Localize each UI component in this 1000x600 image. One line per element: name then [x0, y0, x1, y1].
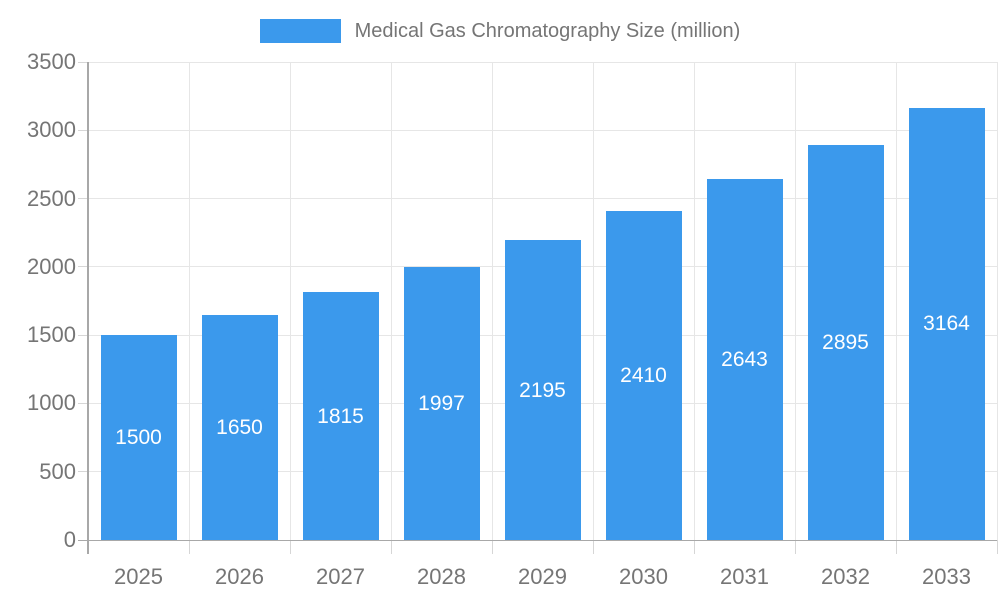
- x-tick-label: 2027: [316, 564, 365, 589]
- bar-value-label: 2195: [519, 378, 566, 402]
- x-axis-tick: [491, 540, 493, 554]
- x-tick-label: 2030: [619, 564, 668, 589]
- y-tick-label: 3500: [27, 49, 76, 74]
- h-gridline: [88, 129, 997, 131]
- v-gridline: [895, 62, 897, 540]
- v-gridline: [188, 62, 190, 540]
- y-axis-tick: [78, 266, 88, 268]
- bar-value-label: 2410: [620, 363, 667, 387]
- x-tick-label: 2033: [922, 564, 971, 589]
- y-axis-tick: [78, 402, 88, 404]
- y-axis-tick: [78, 471, 88, 473]
- bar-value-label: 1500: [115, 426, 162, 450]
- y-axis-tick: [78, 334, 88, 336]
- bar: 3164: [908, 107, 985, 540]
- y-tick-label: 3000: [27, 117, 76, 143]
- x-axis-tick: [895, 540, 897, 554]
- y-axis-tick: [78, 129, 88, 131]
- v-gridline: [794, 62, 796, 540]
- x-axis-tick: [390, 540, 392, 554]
- y-tick-label: 2000: [27, 253, 76, 279]
- bar: 1815: [302, 292, 379, 540]
- y-axis-tick: [78, 61, 88, 63]
- x-axis-tick: [592, 540, 594, 554]
- legend-swatch: [259, 19, 341, 43]
- v-gridline: [390, 62, 392, 540]
- v-gridline: [289, 62, 291, 540]
- legend-label: Medical Gas Chromatography Size (million…: [354, 19, 741, 42]
- h-gridline: [88, 198, 997, 200]
- x-axis-tick: [693, 540, 695, 554]
- x-tick-label: 2026: [215, 564, 264, 589]
- x-axis-line: [78, 539, 997, 541]
- y-tick-label: 1000: [27, 390, 76, 416]
- bar: 2410: [605, 210, 682, 540]
- v-gridline: [693, 62, 695, 540]
- y-tick-label: 1500: [27, 322, 76, 348]
- h-gridline: [88, 61, 997, 63]
- bar: 1500: [100, 335, 177, 540]
- bar-value-label: 1997: [418, 392, 465, 416]
- v-gridline: [996, 62, 998, 540]
- bar-value-label: 2643: [721, 348, 768, 371]
- bar: 2195: [504, 240, 581, 540]
- bar-value-label: 1815: [317, 404, 364, 428]
- bar-value-label: 2895: [822, 330, 869, 354]
- bar-value-label: 1650: [216, 415, 263, 439]
- chart-legend[interactable]: Medical Gas Chromatography Size (million…: [0, 17, 1000, 45]
- y-tick-label: 500: [39, 458, 76, 484]
- bar: 1997: [403, 267, 480, 540]
- x-axis-tick: [996, 540, 998, 554]
- x-tick-label: 2032: [821, 564, 870, 589]
- v-gridline: [491, 62, 493, 540]
- x-tick-label: 2028: [417, 564, 466, 589]
- x-tick-label: 2025: [114, 564, 163, 589]
- y-tick-label: 0: [63, 527, 76, 552]
- y-axis-tick: [78, 198, 88, 200]
- x-axis-tick: [188, 540, 190, 554]
- y-tick-label: 2500: [27, 185, 76, 211]
- v-gridline: [592, 62, 594, 540]
- x-axis-tick: [289, 540, 291, 554]
- x-axis-tick: [794, 540, 796, 554]
- bar: 2895: [807, 144, 884, 540]
- bar-value-label: 3164: [923, 312, 970, 336]
- bar: 1650: [201, 314, 278, 540]
- x-tick-label: 2029: [518, 564, 567, 589]
- x-tick-label: 2031: [720, 564, 769, 589]
- bar: 2643: [706, 179, 783, 540]
- y-axis-line: [87, 62, 89, 554]
